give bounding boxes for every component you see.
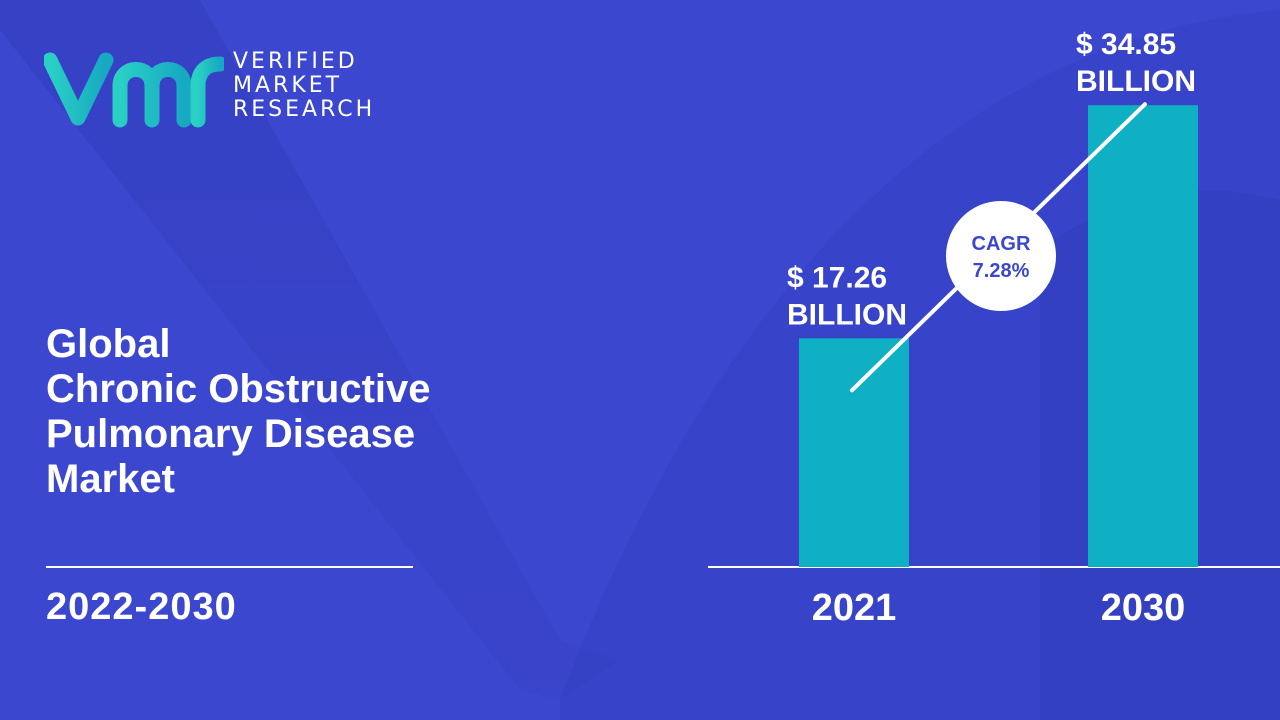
data-label-2021-line-2: BILLION [787, 298, 907, 331]
cagr-label: CAGR [972, 233, 1031, 255]
logo-line-market: MARKET [233, 73, 343, 98]
bar-2021 [799, 338, 909, 567]
x-tick-label-2021: 2021 [812, 587, 897, 629]
page-title: Global Chronic Obstructive Pulmonary Dis… [46, 322, 431, 502]
title-line-1: Global [46, 322, 171, 366]
logo-wordmark: VERIFIED MARKET RESEARCH [233, 50, 375, 122]
data-label-2021-line-1: $ 17.26 [787, 261, 887, 294]
data-label-2030-line-2: BILLION [1076, 65, 1196, 98]
x-tick-label-2030: 2030 [1101, 587, 1186, 629]
title-line-3: Pulmonary Disease [46, 412, 416, 456]
logo-line-research: RESEARCH [233, 97, 376, 122]
data-label-2030-line-1: $ 34.85 [1076, 28, 1176, 61]
title-divider [46, 566, 413, 568]
logo-line-verified: VERIFIED [233, 49, 358, 74]
cagr-badge [946, 201, 1056, 311]
title-line-2: Chronic Obstructive [46, 367, 431, 411]
vmr-logo-icon [44, 52, 224, 128]
bar-2030 [1088, 105, 1198, 568]
cagr-value: 7.28% [973, 260, 1030, 282]
title-line-4: Market [46, 457, 175, 501]
forecast-period: 2022-2030 [46, 586, 237, 628]
